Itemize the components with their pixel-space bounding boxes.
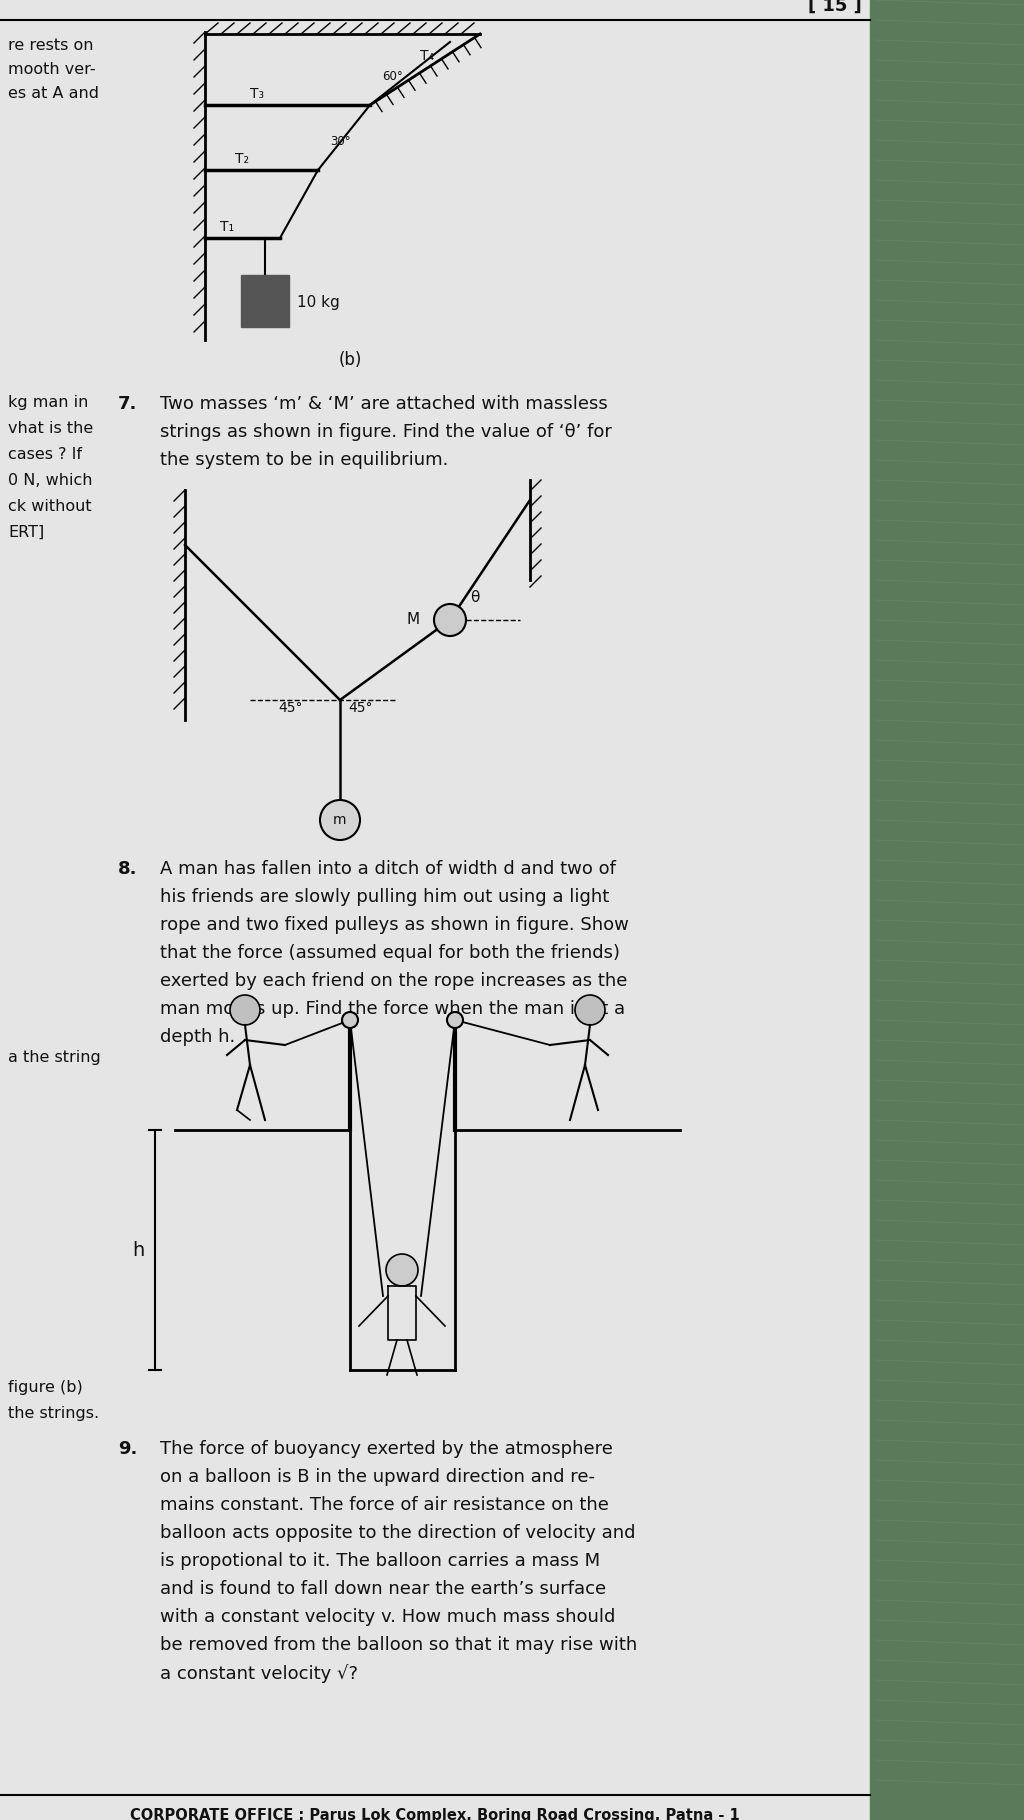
Text: 8.: 8. bbox=[118, 861, 137, 877]
Text: h: h bbox=[133, 1241, 145, 1259]
Circle shape bbox=[575, 996, 605, 1025]
Text: 9.: 9. bbox=[118, 1440, 137, 1458]
Text: the system to be in equilibrium.: the system to be in equilibrium. bbox=[160, 451, 449, 470]
Text: θ: θ bbox=[470, 590, 479, 604]
Text: T₄: T₄ bbox=[420, 49, 434, 64]
Text: a the string: a the string bbox=[8, 1050, 100, 1065]
Text: be removed from the balloon so that it may rise with: be removed from the balloon so that it m… bbox=[160, 1636, 637, 1654]
Text: and is found to fall down near the earth’s surface: and is found to fall down near the earth… bbox=[160, 1580, 606, 1598]
Text: depth h.: depth h. bbox=[160, 1028, 236, 1046]
Text: [ 15 ]: [ 15 ] bbox=[808, 0, 862, 15]
Text: his friends are slowly pulling him out using a light: his friends are slowly pulling him out u… bbox=[160, 888, 609, 906]
Text: 45°: 45° bbox=[348, 701, 373, 715]
Text: on a balloon is B in the upward direction and re-: on a balloon is B in the upward directio… bbox=[160, 1469, 595, 1485]
Text: balloon acts opposite to the direction of velocity and: balloon acts opposite to the direction o… bbox=[160, 1523, 636, 1542]
Text: T₁: T₁ bbox=[220, 220, 234, 235]
Text: es at A and: es at A and bbox=[8, 86, 99, 100]
Bar bbox=[0, 0, 870, 1820]
Text: figure (b): figure (b) bbox=[8, 1380, 83, 1394]
Text: man moves up. Find the force when the man is at a: man moves up. Find the force when the ma… bbox=[160, 999, 625, 1017]
Text: mains constant. The force of air resistance on the: mains constant. The force of air resista… bbox=[160, 1496, 609, 1514]
Text: vhat is the: vhat is the bbox=[8, 420, 93, 437]
Text: A man has fallen into a ditch of width d and two of: A man has fallen into a ditch of width d… bbox=[160, 861, 615, 877]
Bar bbox=[870, 0, 1024, 1820]
Text: 60°: 60° bbox=[382, 69, 402, 84]
Text: (b): (b) bbox=[338, 351, 361, 369]
Circle shape bbox=[230, 996, 260, 1025]
Circle shape bbox=[319, 801, 360, 841]
Circle shape bbox=[342, 1012, 358, 1028]
Text: T₂: T₂ bbox=[234, 153, 249, 166]
Circle shape bbox=[386, 1254, 418, 1287]
Text: kg man in: kg man in bbox=[8, 395, 88, 410]
Text: T₃: T₃ bbox=[250, 87, 264, 100]
Text: m: m bbox=[333, 814, 347, 826]
Circle shape bbox=[434, 604, 466, 635]
Text: rope and two fixed pulleys as shown in figure. Show: rope and two fixed pulleys as shown in f… bbox=[160, 915, 629, 934]
Text: re rests on: re rests on bbox=[8, 38, 93, 53]
Text: Two masses ‘m’ & ‘M’ are attached with massless: Two masses ‘m’ & ‘M’ are attached with m… bbox=[160, 395, 608, 413]
Text: M: M bbox=[407, 613, 420, 628]
Text: strings as shown in figure. Find the value of ‘θ’ for: strings as shown in figure. Find the val… bbox=[160, 422, 612, 440]
Text: cases ? If: cases ? If bbox=[8, 448, 82, 462]
Text: ck without: ck without bbox=[8, 499, 91, 513]
Circle shape bbox=[447, 1012, 463, 1028]
Text: a constant velocity √?: a constant velocity √? bbox=[160, 1663, 358, 1684]
Text: exerted by each friend on the rope increases as the: exerted by each friend on the rope incre… bbox=[160, 972, 628, 990]
Text: mooth ver-: mooth ver- bbox=[8, 62, 95, 76]
Text: ERT]: ERT] bbox=[8, 524, 44, 541]
Text: that the force (assumed equal for both the friends): that the force (assumed equal for both t… bbox=[160, 945, 620, 963]
Text: CORPORATE OFFICE : Parus Lok Complex, Boring Road Crossing, Patna - 1: CORPORATE OFFICE : Parus Lok Complex, Bo… bbox=[130, 1807, 740, 1820]
Text: the strings.: the strings. bbox=[8, 1407, 99, 1421]
Text: with a constant velocity v. How much mass should: with a constant velocity v. How much mas… bbox=[160, 1609, 615, 1625]
Text: The force of buoyancy exerted by the atmosphere: The force of buoyancy exerted by the atm… bbox=[160, 1440, 613, 1458]
Text: 45°: 45° bbox=[278, 701, 302, 715]
Text: 0 N, which: 0 N, which bbox=[8, 473, 92, 488]
Text: 7.: 7. bbox=[118, 395, 137, 413]
Text: 10 kg: 10 kg bbox=[297, 295, 340, 309]
Text: is propotional to it. The balloon carries a mass M: is propotional to it. The balloon carrie… bbox=[160, 1552, 600, 1571]
Bar bbox=[241, 275, 289, 328]
Text: 30°: 30° bbox=[330, 135, 350, 147]
